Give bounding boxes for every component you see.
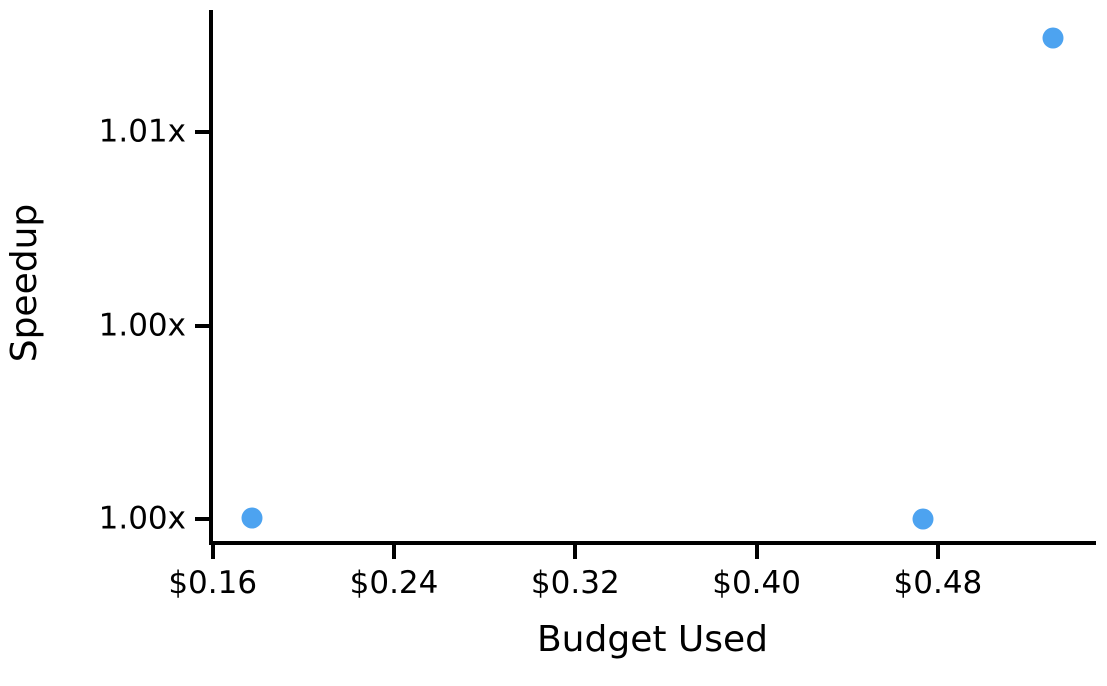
y-tick-mark-1 [195,129,209,134]
x-tick-label-2: $0.24 [349,565,439,601]
x-tick-label-5: $0.48 [893,565,983,601]
x-tick-mark-2 [392,545,396,559]
scatter-point[interactable] [1042,27,1064,49]
scatter-point[interactable] [912,508,934,530]
y-tick-label-3: 1.00x [98,500,186,537]
x-tick-mark-3 [573,545,578,559]
x-axis-spine [209,541,1096,545]
y-tick-label-1: 1.01x [98,113,186,150]
x-axis-label: Budget Used [536,619,769,660]
x-tick-mark-5 [935,545,940,559]
y-axis-label: Speedup [4,203,45,363]
scatter-point[interactable] [241,507,263,529]
y-tick-mark-3 [195,517,209,521]
x-tick-label-1: $0.16 [168,565,258,601]
x-tick-mark-4 [754,545,759,559]
y-tick-mark-2 [195,323,209,328]
x-tick-label-4: $0.40 [712,565,801,601]
y-axis-spine [209,10,213,544]
x-tick-label-3: $0.32 [530,565,620,601]
y-tick-label-2: 1.00x [98,307,186,344]
x-tick-mark-1 [210,545,215,559]
